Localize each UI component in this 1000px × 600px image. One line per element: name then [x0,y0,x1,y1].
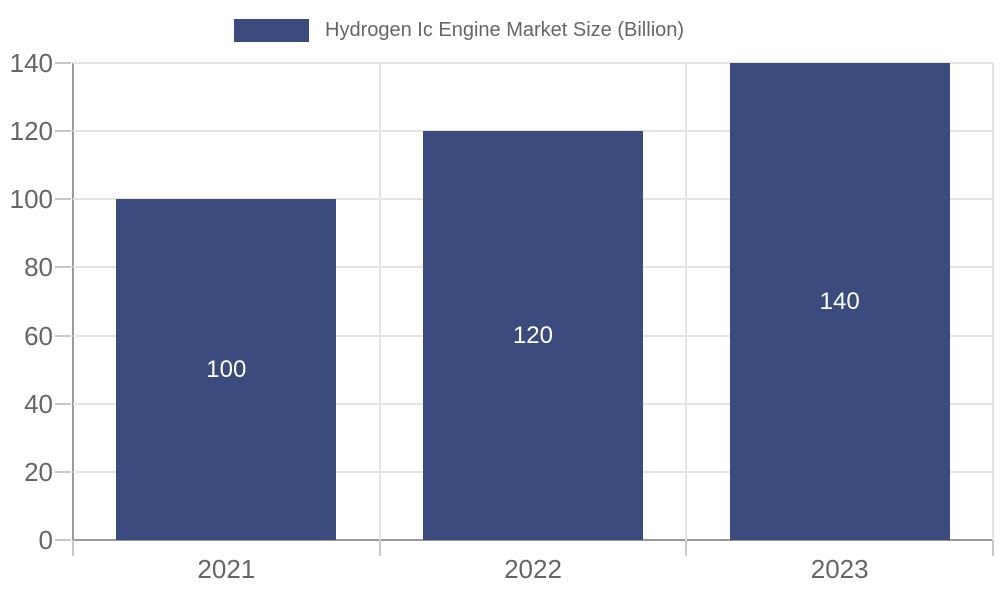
x-axis-line [72,539,993,541]
y-axis-tick [55,62,71,64]
y-axis-tick [55,334,71,337]
y-axis-tick-label: 40 [24,388,53,419]
x-axis-tick [378,540,381,556]
gridline-vertical [992,63,994,540]
y-axis-tick [55,539,71,541]
y-axis-tick-label: 0 [38,525,53,555]
x-axis-tick [992,540,994,556]
x-axis-tick-label: 2023 [810,554,869,584]
bar-value-label: 100 [206,355,247,383]
bar: 140 [729,63,950,540]
legend: Hydrogen Ic Engine Market Size (Billion) [234,19,684,42]
y-axis-tick-label: 140 [9,48,53,78]
y-axis-tick-label: 100 [9,184,53,215]
gridline-vertical [685,63,688,540]
legend-label: Hydrogen Ic Engine Market Size (Billion) [325,19,685,41]
x-axis-tick-label: 2021 [197,554,256,584]
x-axis-tick-label: 2022 [504,554,562,584]
y-axis-tick-label: 60 [24,320,53,351]
y-axis-tick [55,130,71,133]
y-axis-tick-label: 120 [9,116,53,147]
y-axis-tick [55,470,71,473]
bar-value-label: 120 [512,321,553,349]
x-axis-tick [72,540,74,556]
y-axis-line [72,63,74,540]
plot-area: 0 20 40 60 80 100 120 140 100 2021 120 2022 140 2023 [10,50,994,584]
y-axis-tick [55,402,71,405]
x-axis-tick [685,540,688,556]
gridline-vertical [378,63,381,540]
y-axis-tick [55,266,71,269]
bar-value-label: 140 [819,287,860,315]
bar: 100 [116,199,337,540]
legend-swatch [234,19,309,42]
y-axis-tick-label: 20 [24,456,53,487]
gridline-horizontal [73,62,993,64]
bar: 120 [423,131,643,540]
y-axis-tick-label: 80 [24,252,53,283]
y-axis-tick [55,198,71,201]
